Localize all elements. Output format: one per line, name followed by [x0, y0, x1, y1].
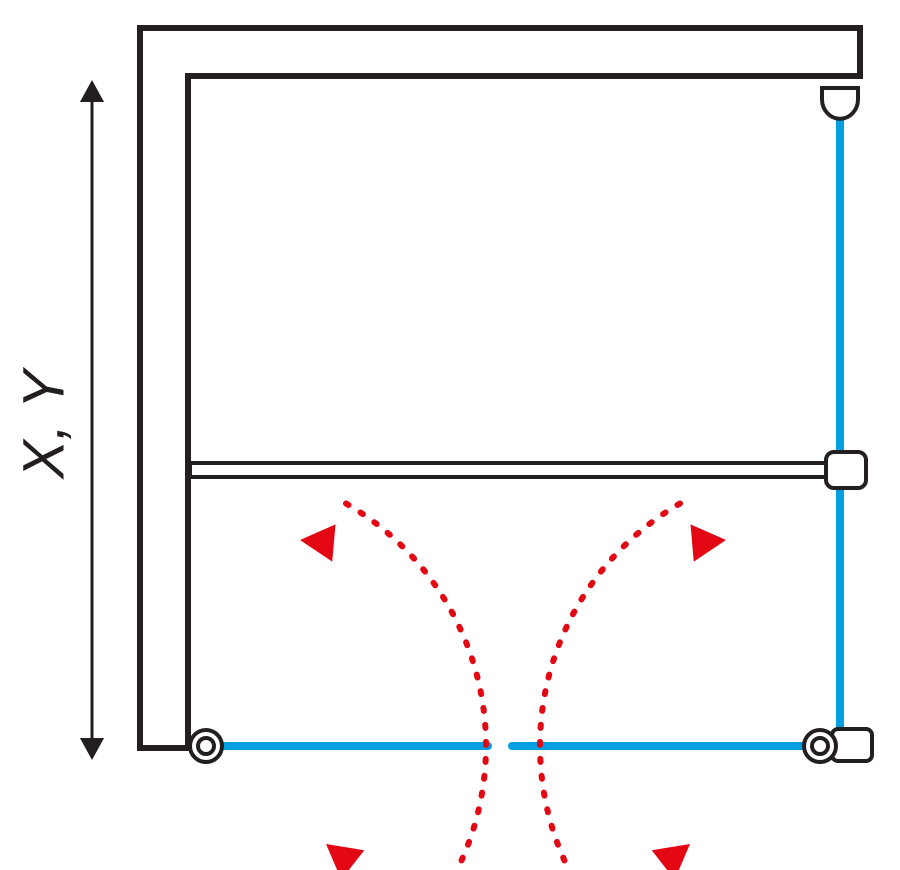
swing-arrow-3: [652, 844, 690, 870]
enclosure-wall: [140, 28, 860, 748]
dimension-arrow-top: [80, 80, 104, 102]
hinge-bottom-right-box: [832, 729, 872, 761]
swing-arc-left: [346, 504, 486, 870]
hinge-mid-right: [826, 452, 866, 488]
swing-arc-right: [540, 504, 680, 870]
swing-arrow-0: [300, 524, 336, 561]
swing-arrow-2: [690, 524, 726, 561]
hinge-pivot-left: [190, 730, 222, 762]
swing-arrow-1: [326, 844, 364, 870]
horizontal-rail: [190, 463, 838, 477]
hinge-pivot-right: [804, 730, 836, 762]
hinge-top-right: [822, 88, 858, 119]
dimension-label: X, Y: [11, 365, 78, 485]
dimension-arrow-bottom: [80, 738, 104, 760]
